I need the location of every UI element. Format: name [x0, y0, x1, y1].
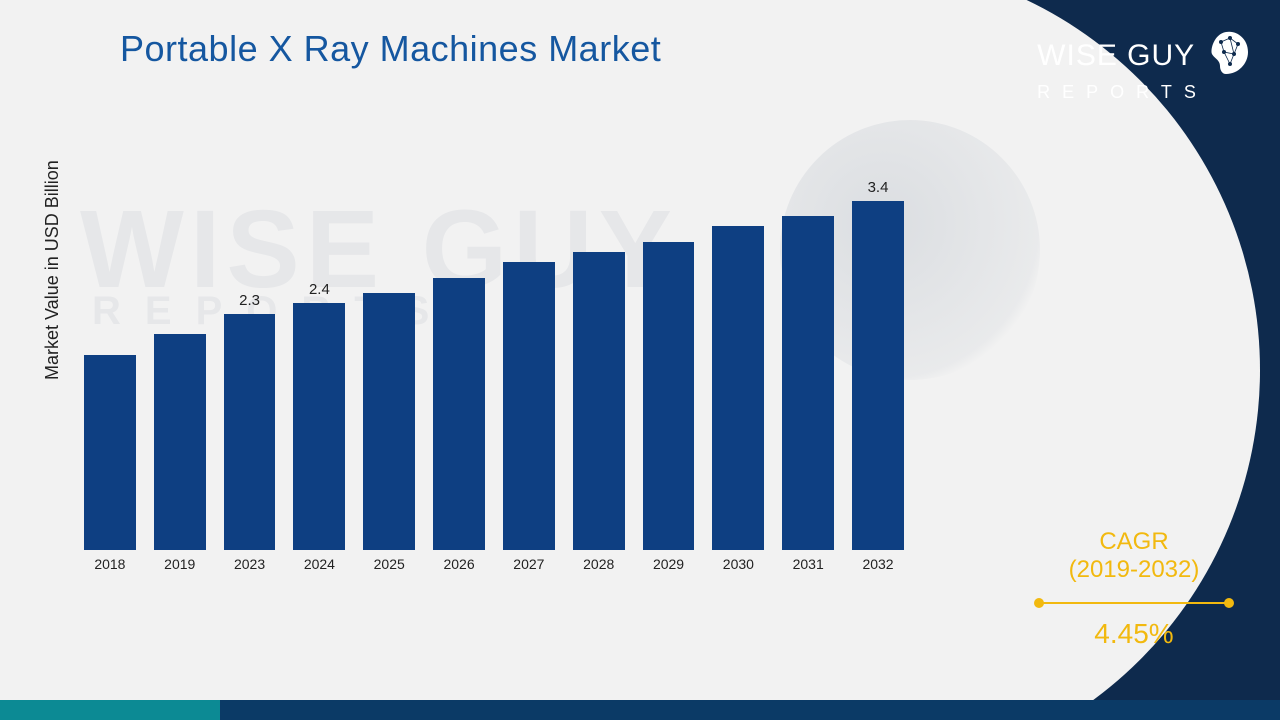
cagr-block: CAGR (2019-2032) 4.45% [1024, 528, 1244, 650]
bar-wrap: 2.4 [293, 281, 345, 550]
cagr-label: CAGR [1024, 528, 1244, 556]
bar-wrap [84, 333, 136, 550]
bar [84, 355, 136, 550]
bar-wrap [363, 271, 415, 550]
chart-title: Portable X Ray Machines Market [120, 28, 661, 70]
bar-wrap: 2.3 [224, 292, 276, 550]
bar-wrap [643, 220, 695, 550]
x-tick-label: 2029 [643, 556, 695, 580]
bar-wrap [503, 240, 555, 550]
cagr-value: 4.45% [1024, 618, 1244, 650]
bar [224, 314, 276, 550]
bottom-bar [0, 700, 1280, 720]
logo-head-icon [1208, 30, 1250, 84]
bar [643, 242, 695, 550]
bar-wrap [573, 230, 625, 550]
x-tick-label: 2028 [573, 556, 625, 580]
x-tick-label: 2024 [293, 556, 345, 580]
bar-value-label: 3.4 [868, 179, 889, 197]
cagr-divider [1039, 602, 1229, 604]
x-tick-label: 2023 [224, 556, 276, 580]
bar [852, 201, 904, 550]
bar-chart: 2.32.43.4 201820192023202420252026202720… [84, 180, 904, 580]
x-tick-label: 2031 [782, 556, 834, 580]
bar-wrap [433, 256, 485, 550]
logo-sub-text: REPORTS [1037, 82, 1250, 103]
bar-wrap: 3.4 [852, 179, 904, 550]
y-axis-label: Market Value in USD Billion [42, 160, 63, 380]
bar [154, 334, 206, 550]
x-tick-label: 2027 [503, 556, 555, 580]
x-tick-label: 2018 [84, 556, 136, 580]
x-tick-label: 2026 [433, 556, 485, 580]
bar-wrap [782, 194, 834, 550]
bar-value-label: 2.3 [239, 292, 260, 310]
bar [712, 226, 764, 550]
logo-main-text: WISE GUY [1037, 30, 1250, 84]
bar [573, 252, 625, 550]
bar [433, 278, 485, 550]
x-tick-label: 2019 [154, 556, 206, 580]
bar [363, 293, 415, 550]
bar-wrap [712, 204, 764, 550]
brand-logo: WISE GUY REPORTS [1037, 30, 1250, 103]
bar [293, 303, 345, 550]
bar-value-label: 2.4 [309, 281, 330, 299]
bar-wrap [154, 312, 206, 550]
x-tick-label: 2025 [363, 556, 415, 580]
x-tick-label: 2032 [852, 556, 904, 580]
bar [782, 216, 834, 550]
x-axis-labels: 2018 2019 2023 2024 2025 2026 2027 2028 2029 2030… [84, 556, 904, 580]
bars-container: 2.3 2.4 3.4 [84, 180, 904, 550]
x-tick-label: 2030 [712, 556, 764, 580]
cagr-period: (2019-2032) [1024, 556, 1244, 584]
bar [503, 262, 555, 550]
